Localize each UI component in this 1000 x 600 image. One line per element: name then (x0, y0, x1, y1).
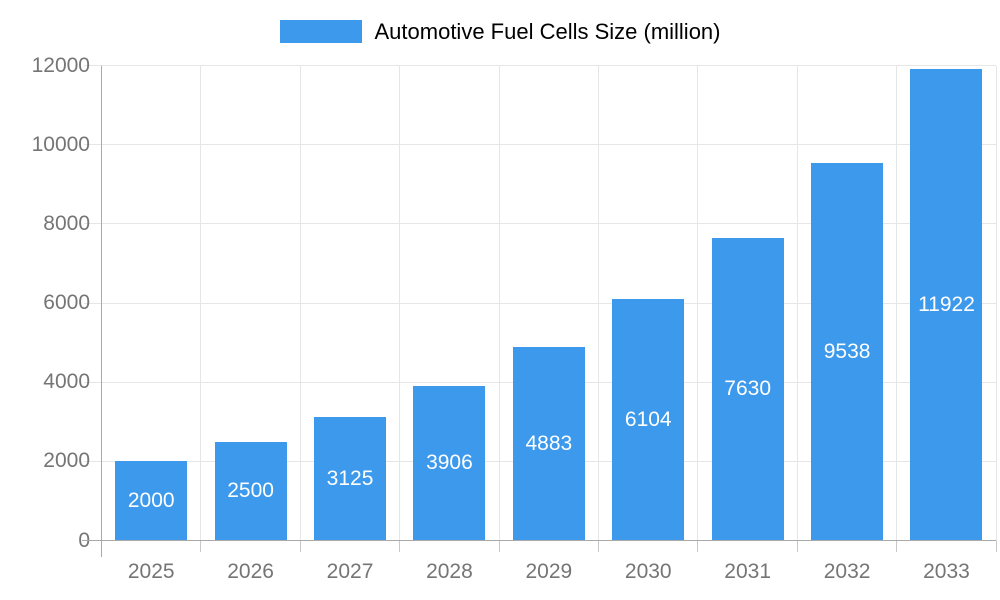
bar-value-label: 2500 (227, 479, 274, 503)
x-axis-tick (598, 540, 600, 552)
y-gridline (84, 144, 997, 146)
y-axis-label: 2000 (43, 449, 90, 473)
x-axis-tick (399, 540, 401, 552)
legend-label: Automotive Fuel Cells Size (million) (374, 19, 721, 44)
x-gridline (697, 65, 699, 541)
x-gridline (299, 65, 301, 541)
bar-value-label: 3906 (426, 451, 473, 475)
bar[interactable] (512, 347, 585, 541)
x-gridline (498, 65, 500, 541)
x-axis-tick (896, 540, 898, 552)
y-axis-label: 6000 (43, 291, 90, 314)
x-axis-tick (200, 540, 202, 552)
bar[interactable] (413, 385, 486, 541)
x-axis-label: 2032 (823, 560, 871, 583)
bar[interactable] (811, 162, 884, 541)
legend-item[interactable]: Automotive Fuel Cells Size (million) (0, 19, 1000, 44)
y-axis-label: 0 (78, 528, 90, 552)
bar[interactable] (910, 68, 983, 541)
x-axis-tick (299, 540, 301, 552)
x-gridline (896, 65, 898, 541)
y-axis-label: 10000 (31, 132, 90, 156)
x-axis-tick (995, 540, 997, 552)
legend-swatch-icon (279, 20, 362, 43)
bar[interactable] (711, 238, 784, 541)
x-axis-label: 2030 (624, 560, 672, 583)
y-axis-label: 4000 (43, 370, 90, 394)
y-gridline (84, 223, 997, 225)
x-axis-tick (796, 540, 798, 552)
x-axis-label: 2031 (724, 560, 772, 583)
x-axis-line (82, 540, 997, 541)
x-axis-label: 2027 (326, 560, 374, 583)
bar-value-label: 2000 (127, 488, 175, 512)
y-gridline (84, 302, 997, 304)
bar-value-label: 7630 (724, 377, 772, 401)
x-axis-label: 2029 (525, 560, 573, 583)
x-gridline (399, 65, 401, 541)
y-gridline (84, 65, 997, 66)
bar-value-label: 3125 (326, 466, 374, 490)
bar[interactable] (612, 298, 685, 541)
x-gridline (796, 65, 798, 541)
x-axis-label: 2033 (923, 560, 970, 583)
x-gridline (598, 65, 600, 541)
bar[interactable] (115, 461, 188, 541)
bar-value-label: 4883 (525, 431, 573, 455)
y-axis-line (101, 65, 102, 557)
bar-value-label: 6104 (624, 407, 672, 431)
y-axis-label: 8000 (43, 211, 90, 235)
x-axis-tick (697, 540, 699, 552)
x-axis-tick (498, 540, 500, 552)
x-gridline (995, 65, 997, 541)
bar[interactable] (214, 441, 287, 541)
x-axis-label: 2025 (127, 560, 175, 583)
bar-value-label: 11922 (918, 292, 975, 316)
x-axis-label: 2026 (227, 560, 274, 583)
y-axis-label: 12000 (31, 53, 90, 77)
bar-value-label: 9538 (823, 339, 871, 363)
x-axis-label: 2028 (426, 560, 473, 583)
x-gridline (200, 65, 202, 541)
bar[interactable] (314, 416, 387, 541)
